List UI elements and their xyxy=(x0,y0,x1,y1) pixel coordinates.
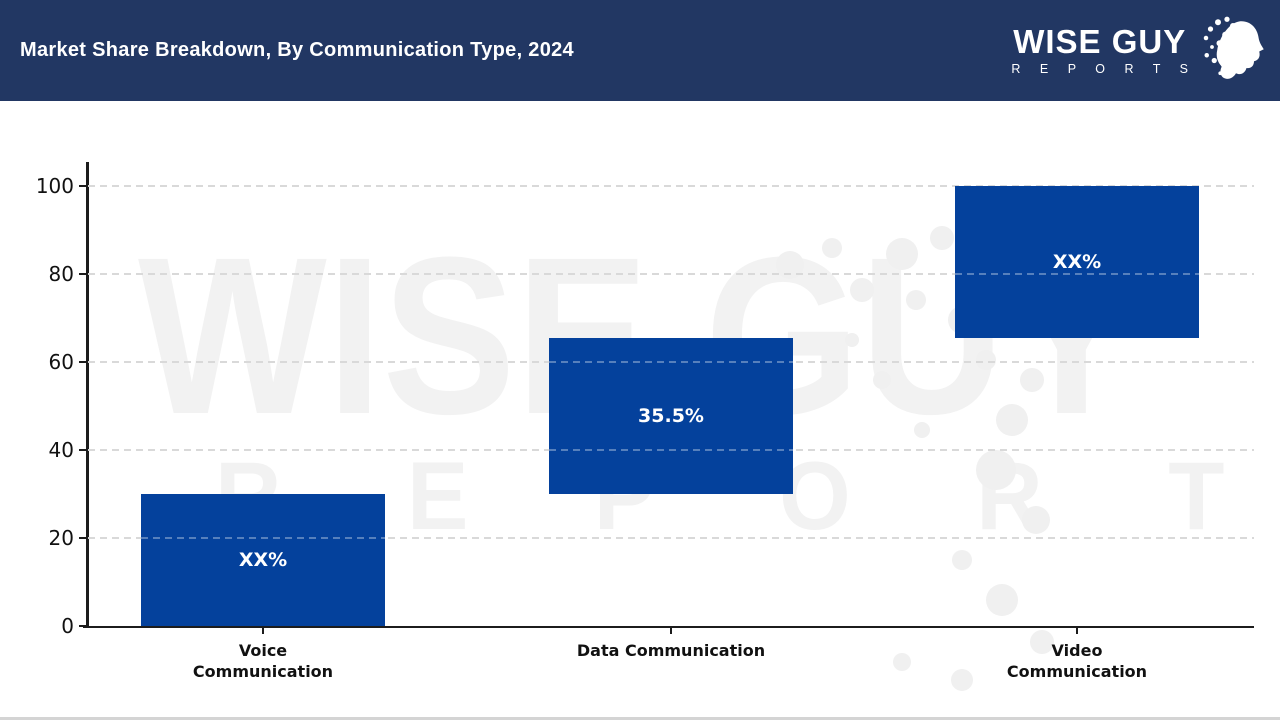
gridline-20 xyxy=(88,537,1254,539)
x-tick-1 xyxy=(670,627,672,634)
bar-voice-communication: XX% xyxy=(141,494,385,626)
bar-value-label: XX% xyxy=(1052,250,1102,273)
y-tick-100 xyxy=(79,185,86,187)
y-tick-40 xyxy=(79,449,86,451)
bar-gridline-overlay xyxy=(549,448,793,451)
x-axis-line xyxy=(83,625,1254,628)
plot-area: 0 20 40 60 80 100 XX% Voice Communication 35.5% Da… xyxy=(36,162,1254,681)
y-tick-label-80: 80 xyxy=(48,262,74,286)
bar-value-label: 35.5% xyxy=(638,404,704,427)
y-tick-80 xyxy=(79,273,86,275)
bar-data-communication: 35.5% xyxy=(549,337,793,494)
x-tick-2 xyxy=(1076,627,1078,634)
bar-video-communication: XX% xyxy=(955,186,1199,338)
y-tick-label-0: 0 xyxy=(61,614,74,638)
y-tick-60 xyxy=(79,361,86,363)
bar-gridline-overlay xyxy=(955,273,1199,275)
y-axis-line xyxy=(86,162,89,627)
wise-guy-reports-logo: WISE GUY R E P O R T S xyxy=(1003,8,1266,92)
gridline-80 xyxy=(88,273,1254,275)
y-tick-label-60: 60 xyxy=(48,350,74,374)
gridline-100 xyxy=(88,185,1254,187)
y-tick-label-40: 40 xyxy=(48,438,74,462)
logo-line1: WISE GUY xyxy=(1013,23,1187,60)
bar-gridline-overlay xyxy=(141,537,385,539)
y-tick-label-100: 100 xyxy=(35,174,74,198)
x-category-label-voice-communication: Voice Communication xyxy=(192,641,334,681)
bar-gridline-overlay xyxy=(549,360,793,363)
logo-wordmark: WISE GUY R E P O R T S xyxy=(1003,23,1196,77)
header-banner: Market Share Breakdown, By Communication… xyxy=(0,0,1280,101)
y-tick-label-20: 20 xyxy=(48,526,74,550)
y-tick-0 xyxy=(79,625,86,627)
x-category-label-video-communication: Video Communication xyxy=(1006,641,1148,681)
x-category-label-data-communication: Data Communication xyxy=(576,641,766,660)
page-title: Market Share Breakdown, By Communication… xyxy=(20,39,574,61)
logo-line2: R E P O R T S xyxy=(1011,62,1196,76)
logo-face-icon xyxy=(1203,16,1264,79)
bar-value-label: XX% xyxy=(238,549,288,571)
bottom-edge-line xyxy=(0,717,1280,720)
y-tick-20 xyxy=(79,537,86,539)
x-tick-0 xyxy=(262,627,264,634)
